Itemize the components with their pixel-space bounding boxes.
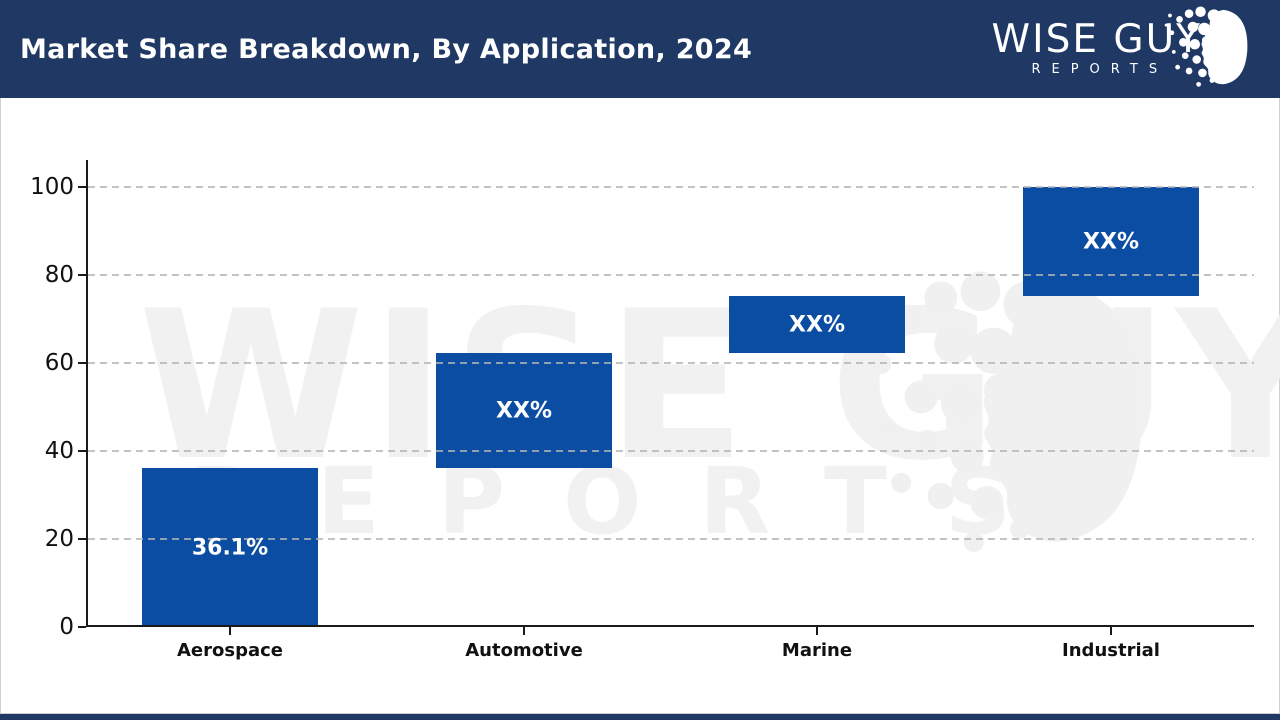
bar-value-label: XX%	[496, 398, 552, 424]
x-tick-marine	[816, 627, 818, 635]
bottom-hairline	[0, 713, 1280, 714]
y-tick-label-0: 0	[59, 614, 74, 640]
y-tick-100	[78, 186, 86, 188]
brand-subname: REPORTS	[1031, 62, 1169, 77]
brand-name: WISE GUY	[991, 17, 1202, 62]
bar-aerospace	[142, 468, 318, 627]
gridline-20	[88, 538, 1254, 540]
brand-logo-text: WISE GUY REPORTS	[992, 20, 1202, 77]
gridline-80	[88, 274, 1254, 276]
y-tick-60	[78, 362, 86, 364]
x-tick-aerospace	[229, 627, 231, 635]
bar-industrial	[1023, 187, 1199, 297]
y-tick-label-100: 100	[30, 174, 74, 200]
category-label-industrial: Industrial	[1062, 640, 1160, 661]
gridline-100	[88, 186, 1254, 188]
y-tick-0	[78, 626, 86, 628]
category-label-automotive: Automotive	[465, 640, 583, 661]
bar-marine	[729, 296, 905, 353]
bar-automotive	[436, 352, 612, 469]
bar-value-label: XX%	[789, 312, 845, 337]
x-axis-spine	[86, 625, 1254, 627]
brand-logo: WISE GUY REPORTS	[992, 0, 1274, 98]
y-tick-40	[78, 450, 86, 452]
y-tick-label-60: 60	[44, 350, 74, 376]
category-label-aerospace: Aerospace	[176, 640, 284, 661]
brand-head-icon	[1164, 6, 1248, 87]
y-tick-label-20: 20	[44, 526, 74, 552]
bar-value-label: XX%	[1083, 229, 1139, 255]
y-tick-80	[78, 274, 86, 276]
y-tick-label-40: 40	[44, 438, 74, 464]
category-label-marine: Marine	[781, 640, 853, 661]
y-tick-20	[78, 538, 86, 540]
gridline-40	[88, 450, 1254, 452]
x-tick-automotive	[523, 627, 525, 635]
y-tick-label-80: 80	[44, 262, 74, 288]
chart-title: Market Share Breakdown, By Application, …	[20, 33, 753, 65]
x-tick-industrial	[1110, 627, 1112, 635]
y-axis-spine	[86, 160, 88, 627]
gridline-60	[88, 362, 1254, 364]
footer-bar	[0, 714, 1280, 720]
bar-value-label: 36.1%	[191, 535, 269, 561]
header-bar: Market Share Breakdown, By Application, …	[0, 0, 1280, 98]
